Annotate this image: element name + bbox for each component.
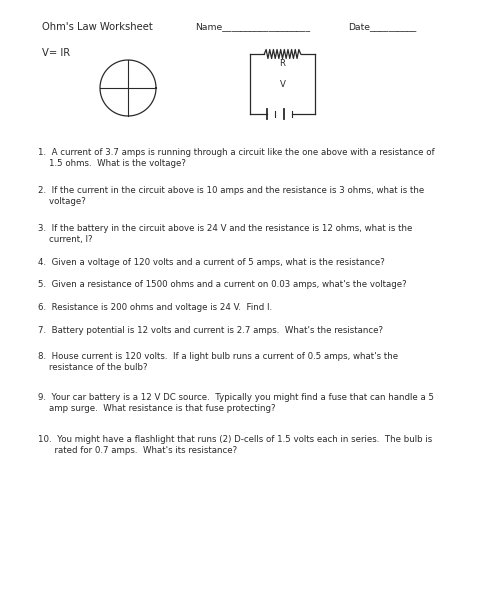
Text: V: V — [280, 80, 285, 89]
Text: 7.  Battery potential is 12 volts and current is 2.7 amps.  What's the resistanc: 7. Battery potential is 12 volts and cur… — [38, 326, 383, 335]
Text: 6.  Resistance is 200 ohms and voltage is 24 V.  Find I.: 6. Resistance is 200 ohms and voltage is… — [38, 303, 272, 312]
Text: Name___________________: Name___________________ — [195, 22, 310, 31]
Text: V= IR: V= IR — [42, 48, 70, 58]
Text: R: R — [280, 59, 286, 68]
Text: 1.  A current of 3.7 amps is running through a circuit like the one above with a: 1. A current of 3.7 amps is running thro… — [38, 148, 434, 168]
Text: 9.  Your car battery is a 12 V DC source.  Typically you might find a fuse that : 9. Your car battery is a 12 V DC source.… — [38, 393, 434, 413]
Text: Ohm's Law Worksheet: Ohm's Law Worksheet — [42, 22, 153, 32]
Text: 5.  Given a resistance of 1500 ohms and a current on 0.03 amps, what's the volta: 5. Given a resistance of 1500 ohms and a… — [38, 280, 407, 289]
Text: 2.  If the current in the circuit above is 10 amps and the resistance is 3 ohms,: 2. If the current in the circuit above i… — [38, 186, 424, 207]
Text: Date__________: Date__________ — [348, 22, 416, 31]
Text: 8.  House current is 120 volts.  If a light bulb runs a current of 0.5 amps, wha: 8. House current is 120 volts. If a ligh… — [38, 352, 398, 372]
Text: 4.  Given a voltage of 120 volts and a current of 5 amps, what is the resistance: 4. Given a voltage of 120 volts and a cu… — [38, 258, 385, 267]
Text: 10.  You might have a flashlight that runs (2) D-cells of 1.5 volts each in seri: 10. You might have a flashlight that run… — [38, 435, 432, 455]
Text: 3.  If the battery in the circuit above is 24 V and the resistance is 12 ohms, w: 3. If the battery in the circuit above i… — [38, 224, 412, 244]
